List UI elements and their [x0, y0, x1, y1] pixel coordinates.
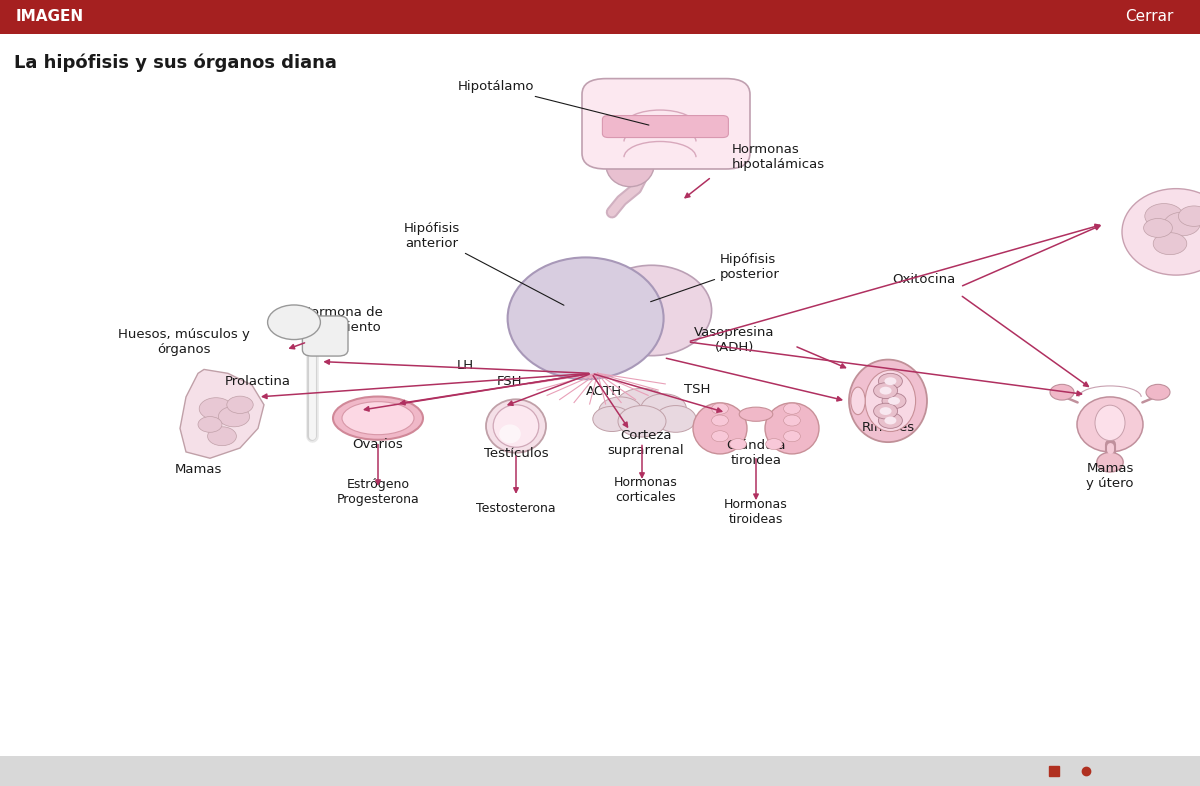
Text: Ovarios: Ovarios [353, 438, 403, 451]
Text: Hormonas
hipotalámicas: Hormonas hipotalámicas [732, 143, 826, 171]
Circle shape [227, 396, 253, 413]
Text: Huesos, músculos y
órganos: Huesos, músculos y órganos [118, 328, 250, 356]
Text: ACTH: ACTH [586, 384, 622, 398]
Ellipse shape [334, 396, 424, 439]
Circle shape [712, 403, 728, 414]
Circle shape [1164, 212, 1200, 236]
Text: Estrógeno
Progesterona: Estrógeno Progesterona [337, 478, 419, 506]
Polygon shape [180, 369, 264, 458]
Text: IMAGEN: IMAGEN [16, 9, 84, 24]
Circle shape [1178, 206, 1200, 226]
Ellipse shape [342, 402, 414, 435]
Text: Glándula
tiroidea: Glándula tiroidea [726, 439, 786, 467]
Text: Riñones: Riñones [862, 421, 914, 434]
FancyBboxPatch shape [582, 79, 750, 169]
FancyBboxPatch shape [602, 116, 728, 138]
Ellipse shape [486, 399, 546, 453]
Circle shape [208, 427, 236, 446]
Circle shape [712, 415, 728, 426]
Circle shape [198, 417, 222, 432]
FancyBboxPatch shape [0, 756, 1200, 786]
Circle shape [784, 431, 800, 442]
Text: TSH: TSH [684, 383, 710, 396]
Text: Hipófisis
posterior: Hipófisis posterior [650, 253, 780, 302]
Circle shape [874, 383, 898, 399]
Circle shape [766, 439, 782, 450]
Text: Hormona de
crecimiento: Hormona de crecimiento [301, 306, 383, 334]
Ellipse shape [865, 370, 916, 432]
Circle shape [616, 388, 668, 423]
Circle shape [882, 393, 906, 409]
Text: Oxitocina: Oxitocina [893, 273, 955, 286]
Text: Vasopresina
(ADH): Vasopresina (ADH) [694, 325, 775, 354]
Circle shape [199, 398, 233, 420]
Ellipse shape [739, 407, 773, 421]
Circle shape [1153, 233, 1187, 255]
Ellipse shape [1078, 397, 1142, 452]
Circle shape [268, 305, 320, 340]
Circle shape [884, 417, 896, 424]
Text: Testículos: Testículos [484, 447, 548, 461]
FancyBboxPatch shape [0, 0, 1200, 34]
Circle shape [1146, 384, 1170, 400]
Text: Prolactina: Prolactina [226, 375, 292, 388]
Ellipse shape [1122, 189, 1200, 275]
Circle shape [641, 394, 686, 424]
Text: Corteza
suprarrenal: Corteza suprarrenal [607, 428, 684, 457]
Circle shape [730, 439, 746, 450]
Circle shape [874, 403, 898, 419]
Circle shape [1145, 204, 1183, 229]
Circle shape [884, 377, 896, 385]
Text: Hormonas
tiroideas: Hormonas tiroideas [724, 498, 788, 526]
Circle shape [880, 407, 892, 415]
FancyBboxPatch shape [302, 316, 348, 356]
Text: Mamas: Mamas [174, 463, 222, 476]
Ellipse shape [606, 143, 654, 187]
Circle shape [218, 406, 250, 427]
Text: LH: LH [457, 359, 474, 373]
Ellipse shape [851, 387, 865, 415]
Text: FSH: FSH [497, 375, 523, 388]
Circle shape [599, 397, 642, 425]
Text: Mamas
y útero: Mamas y útero [1086, 462, 1134, 490]
Circle shape [880, 387, 892, 395]
Circle shape [878, 413, 902, 428]
Ellipse shape [1096, 406, 1126, 440]
Circle shape [878, 373, 902, 389]
Ellipse shape [493, 405, 539, 447]
Ellipse shape [1097, 453, 1123, 472]
Ellipse shape [499, 424, 521, 443]
Circle shape [888, 397, 900, 405]
Circle shape [784, 415, 800, 426]
Text: Hipófisis
anterior: Hipófisis anterior [404, 222, 564, 305]
Circle shape [712, 431, 728, 442]
Circle shape [1144, 219, 1172, 237]
Circle shape [784, 403, 800, 414]
Ellipse shape [508, 258, 664, 380]
Ellipse shape [850, 360, 928, 442]
Circle shape [655, 406, 696, 432]
Text: Cerrar: Cerrar [1126, 9, 1174, 24]
Text: Testosterona: Testosterona [476, 502, 556, 516]
Circle shape [593, 406, 631, 432]
Text: Hipotálamo: Hipotálamo [457, 80, 649, 125]
Text: La hipófisis y sus órganos diana: La hipófisis y sus órganos diana [14, 53, 337, 72]
Circle shape [618, 406, 666, 437]
Ellipse shape [694, 402, 746, 454]
Text: Hormonas
corticales: Hormonas corticales [613, 476, 678, 504]
Ellipse shape [592, 265, 712, 355]
Ellipse shape [766, 402, 818, 454]
Circle shape [1050, 384, 1074, 400]
